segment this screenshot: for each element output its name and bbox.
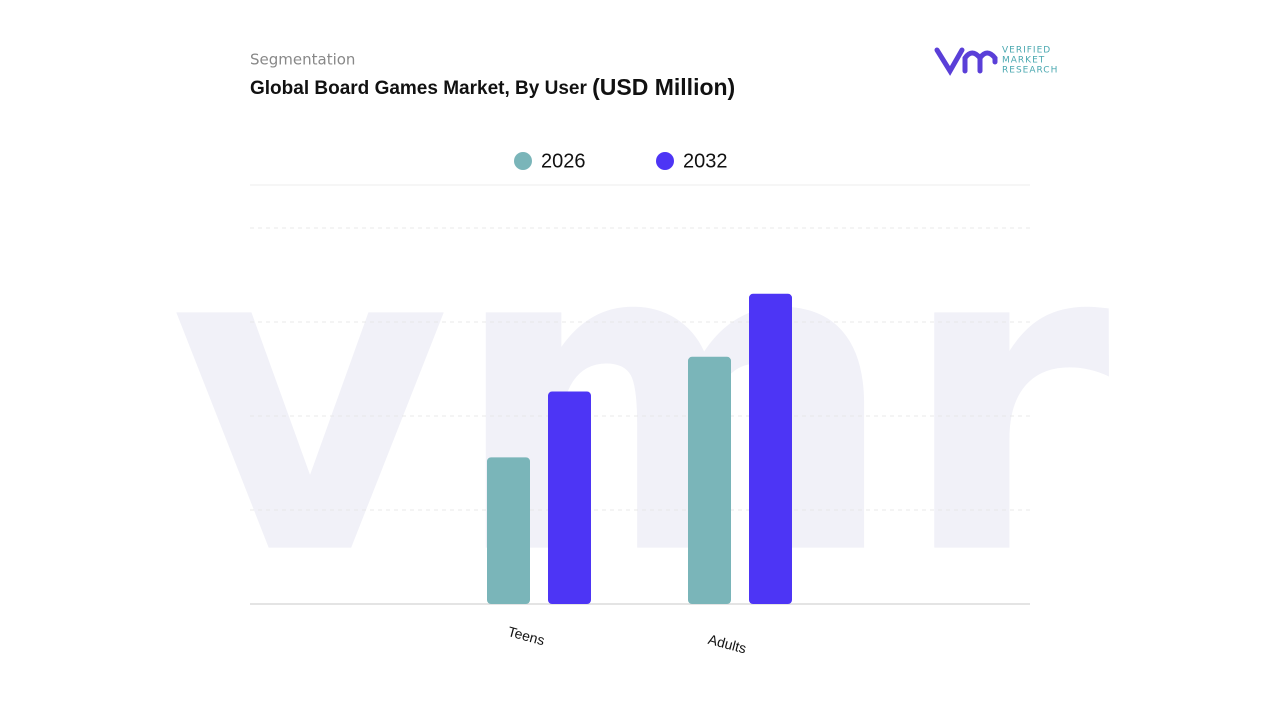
logo-text: RESEARCH	[1002, 66, 1058, 76]
legend-label: 2032	[683, 150, 728, 172]
logo-mark	[934, 47, 998, 76]
bar	[688, 356, 731, 604]
legend-marker	[514, 152, 532, 170]
subtitle: Segmentation	[250, 51, 355, 69]
unit: (USD Million)	[592, 74, 735, 100]
watermark: vmr	[170, 150, 1113, 650]
logo: VERIFIED MARKET RESEARCH	[934, 46, 1058, 76]
title: Global Board Games Market, By User	[250, 78, 587, 99]
bar	[487, 457, 530, 604]
bar	[548, 391, 591, 604]
chart-title: Global Board Games Market, By User (USD …	[250, 74, 735, 100]
logo-text: MARKET	[1002, 56, 1045, 66]
logo-text: VERIFIED	[1002, 46, 1051, 56]
bar	[749, 293, 792, 604]
legend-marker	[656, 152, 674, 170]
legend-label: 2026	[541, 150, 586, 172]
